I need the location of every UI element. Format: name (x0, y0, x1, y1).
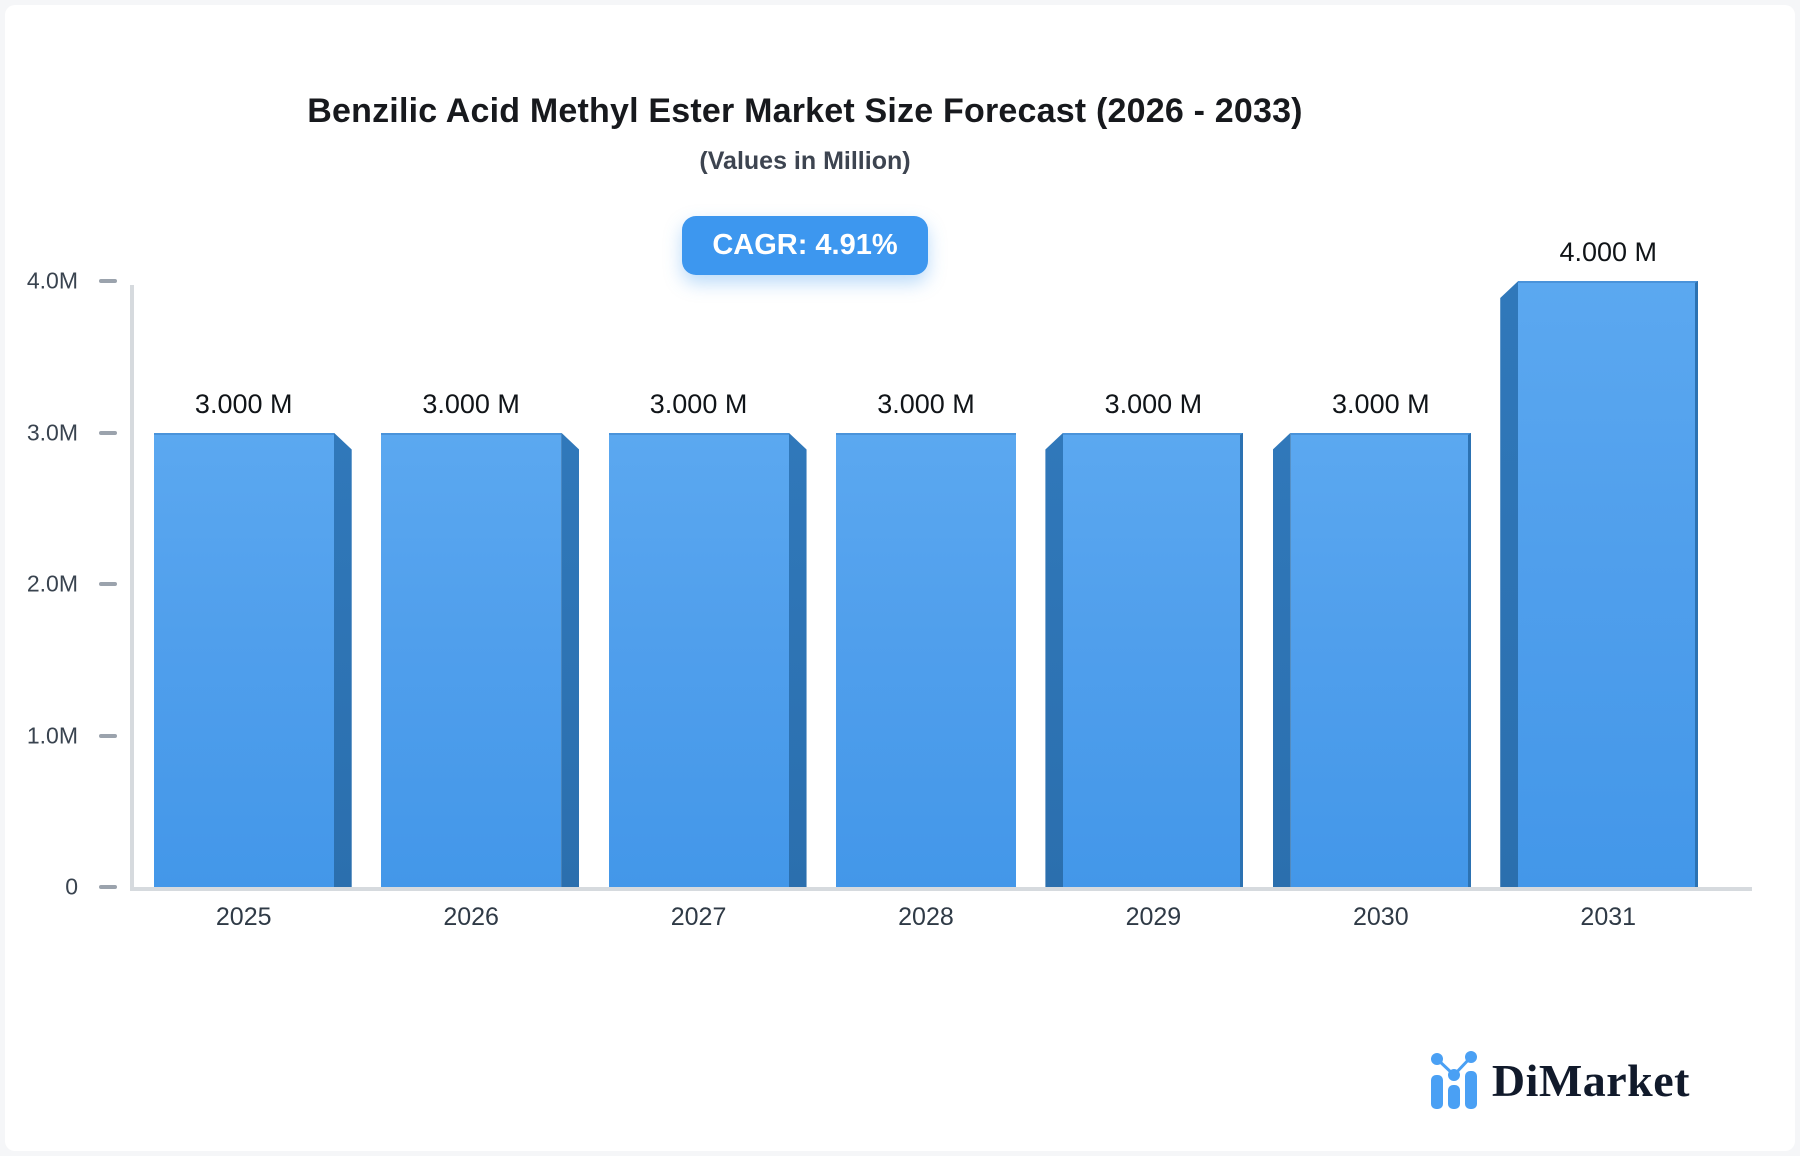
bar-slot: 4.000 M 2031 (1495, 237, 1722, 931)
x-axis-label: 2026 (443, 903, 499, 931)
x-axis-label: 2029 (1125, 903, 1182, 931)
bar-side-face (333, 432, 352, 887)
bar-slot: 3.000 M 2029 (1040, 281, 1267, 931)
bar-face (608, 432, 789, 887)
brand-logo: DiMarket (1429, 1051, 1690, 1109)
bar-2028[interactable]: 3.000 M (835, 389, 1016, 887)
brand-chart-icon (1430, 1051, 1477, 1109)
chart-header: Benzilic Acid Methyl Ester Market Size F… (5, 92, 1605, 275)
bar-side-face (1500, 281, 1519, 887)
bar-face (1518, 281, 1699, 887)
bar-face (153, 432, 334, 887)
x-axis-label: 2031 (1580, 903, 1637, 931)
tick-mark (99, 733, 117, 738)
chart-title: Benzilic Acid Methyl Ester Market Size F… (307, 92, 1303, 130)
bar-side-face (1272, 432, 1291, 887)
bar-face (835, 432, 1016, 887)
tick-mark (99, 430, 117, 435)
bar-slot: 3.000 M 2028 (812, 281, 1039, 931)
y-tick-label: 4.0M (26, 267, 78, 294)
brand-logo-text: DiMarket (1491, 1054, 1690, 1106)
bar-2031[interactable]: 4.000 M (1500, 237, 1699, 887)
bar-face (1290, 432, 1471, 887)
bar-2026[interactable]: 3.000 M (381, 389, 580, 887)
bar-value-label: 3.000 M (1104, 388, 1203, 419)
x-axis-label: 2025 (215, 903, 272, 931)
bar-2029[interactable]: 3.000 M (1045, 389, 1244, 887)
x-axis-label: 2028 (898, 903, 954, 931)
bar-2027[interactable]: 3.000 M (608, 389, 807, 887)
tick-mark (99, 582, 117, 586)
bar-slot: 3.000 M 2030 (1267, 281, 1494, 931)
bar-slot: 3.000 M 2027 (585, 281, 812, 931)
bar-value-label: 3.000 M (1332, 388, 1430, 419)
y-tick-label: 2.0M (26, 570, 78, 597)
bar-side-face (561, 432, 580, 887)
y-tick-label: 3.0M (26, 419, 78, 445)
bar-face (1063, 432, 1244, 887)
chart-subtitle: (Values in Million) (699, 147, 911, 175)
bar-2025[interactable]: 3.000 M (153, 389, 352, 887)
tick-mark (99, 885, 117, 889)
bar-2030[interactable]: 3.000 M (1272, 389, 1471, 887)
bar-series: 3.000 M 2025 3.000 M 2026 3.000 M 2027 3.000 M… (130, 237, 1722, 931)
bar-value-label: 3.000 M (422, 388, 520, 419)
bar-slot: 3.000 M 2025 (130, 281, 357, 931)
bar-value-label: 3.000 M (877, 388, 975, 419)
bar-value-label: 4.000 M (1559, 237, 1658, 267)
bar-side-face (788, 432, 807, 887)
bar-side-face (1045, 432, 1064, 887)
bar-value-label: 3.000 M (194, 388, 293, 419)
bar-value-label: 3.000 M (649, 388, 748, 419)
chart-card: Benzilic Acid Methyl Ester Market Size F… (5, 5, 1795, 1151)
y-tick-label: 0 (65, 873, 78, 900)
plot-area: 4.0M 3.0M 2.0M 1.0M 0 3.000 M 2025 3.000 M 2026… (27, 237, 1752, 931)
cagr-badge: CAGR: 4.91% (682, 216, 928, 275)
x-axis-label: 2030 (1353, 903, 1409, 931)
bar-face (381, 432, 562, 887)
x-axis-line (130, 887, 1752, 891)
x-axis-label: 2027 (670, 903, 727, 931)
tick-mark (99, 279, 117, 283)
y-axis-line (130, 285, 134, 889)
y-tick-label: 1.0M (26, 722, 78, 748)
bar-slot: 3.000 M 2026 (357, 281, 584, 931)
